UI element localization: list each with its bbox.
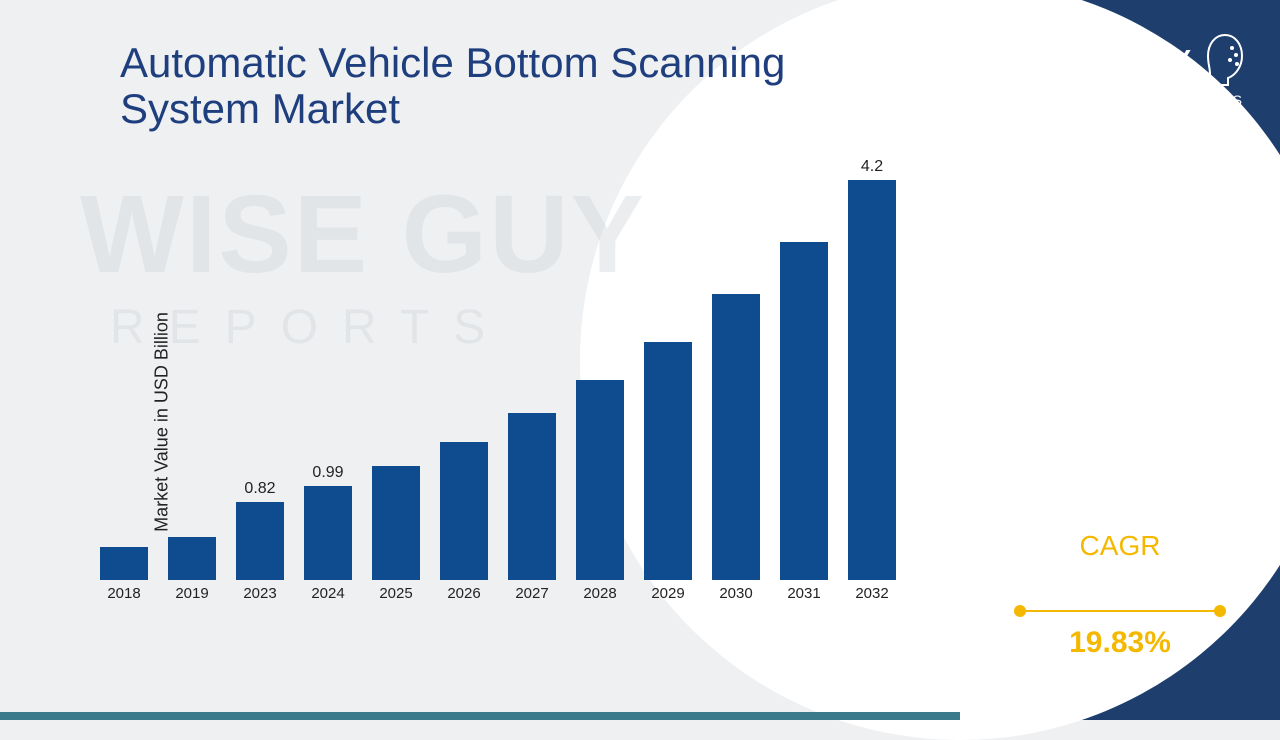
bar xyxy=(440,442,488,580)
bar xyxy=(168,537,216,580)
x-tick-label: 2031 xyxy=(787,585,820,602)
bar xyxy=(576,380,624,580)
chart-title: Automatic Vehicle Bottom Scanning System… xyxy=(120,40,840,132)
x-tick-label: 2018 xyxy=(107,585,140,602)
bar: 0.99 xyxy=(304,486,352,580)
x-tick-label: 2025 xyxy=(379,585,412,602)
x-tick-label: 2028 xyxy=(583,585,616,602)
x-axis-labels: 2018 2019 2023 2024 2025 2026 2027 2028 2029 2030… xyxy=(100,585,920,615)
logo-text-sub: R E P O R T S xyxy=(1044,92,1250,108)
bar-value-label: 4.2 xyxy=(861,158,883,176)
bar xyxy=(712,294,760,580)
x-tick-label: 2019 xyxy=(175,585,208,602)
x-tick-label: 2026 xyxy=(447,585,480,602)
x-tick-label: 2024 xyxy=(311,585,344,602)
cagr-range: (2019-2032) xyxy=(990,564,1250,592)
bar: 0.82 xyxy=(236,502,284,580)
bottom-accent-bar xyxy=(0,712,960,720)
bar-value-label: 0.82 xyxy=(244,480,275,498)
logo-text-main: WISE GUY xyxy=(1044,44,1192,76)
cagr-title: CAGR xyxy=(990,530,1250,562)
bar xyxy=(100,547,148,580)
bar xyxy=(644,342,692,580)
cagr-divider xyxy=(1020,610,1220,612)
bar: 4.2 xyxy=(848,180,896,580)
x-tick-label: 2023 xyxy=(243,585,276,602)
bar xyxy=(372,466,420,580)
bar-value-label: 0.99 xyxy=(312,464,343,482)
x-tick-label: 2029 xyxy=(651,585,684,602)
bar xyxy=(780,242,828,580)
main-area: Automatic Vehicle Bottom Scanning System… xyxy=(0,0,960,720)
brand-logo: WISE GUY R E P O R T S xyxy=(1044,30,1250,108)
x-tick-label: 2032 xyxy=(855,585,888,602)
plot-area: 0.82 0.99 4.2 xyxy=(100,180,920,580)
cagr-block: CAGR (2019-2032) 19.83% xyxy=(990,530,1250,660)
x-tick-label: 2030 xyxy=(719,585,752,602)
bar-chart: Market Value in USD Billion 0.820.994.2 … xyxy=(70,180,920,620)
cagr-value: 19.83% xyxy=(990,626,1250,660)
bar xyxy=(508,413,556,580)
x-tick-label: 2027 xyxy=(515,585,548,602)
head-icon xyxy=(1200,30,1250,90)
